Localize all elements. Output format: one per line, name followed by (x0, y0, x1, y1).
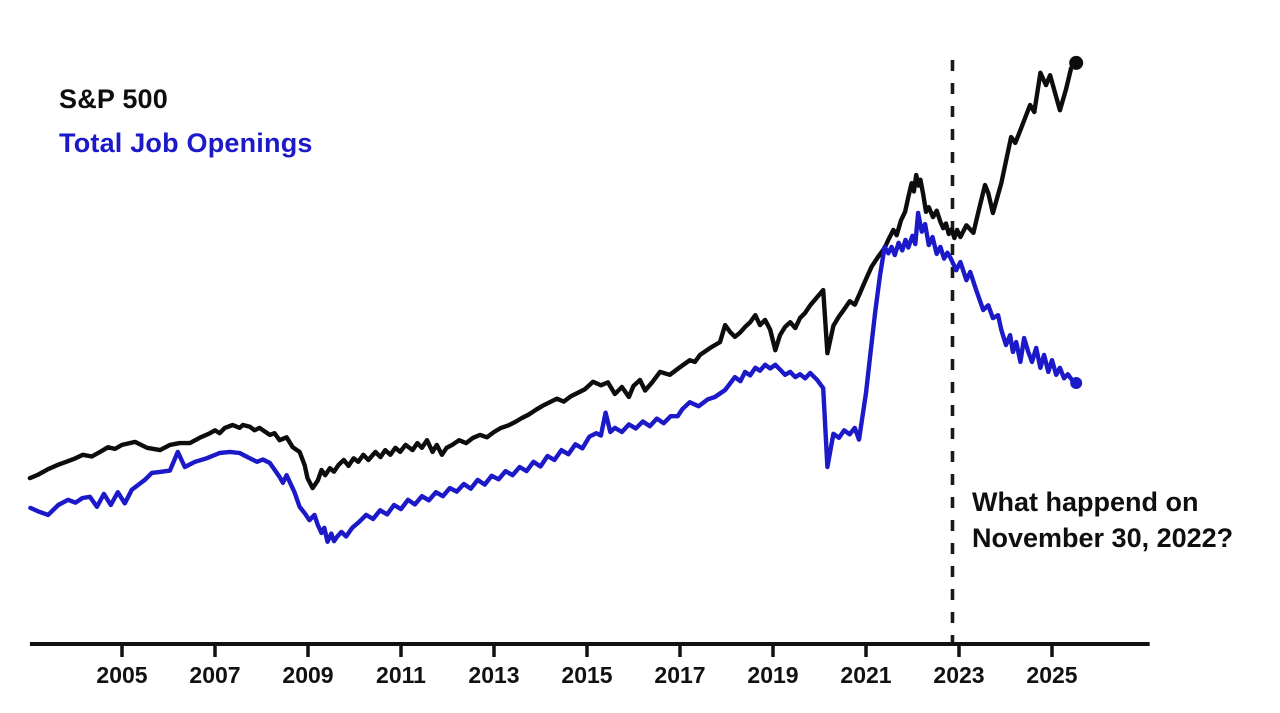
annotation-line-2: November 30, 2022? (972, 523, 1234, 553)
x-tick-label: 2019 (747, 662, 798, 688)
annotation-question: What happend on November 30, 2022? (972, 484, 1262, 556)
x-tick-label: 2013 (468, 662, 519, 688)
annotation-line-1: What happend on (972, 487, 1199, 517)
x-tick-label: 2007 (189, 662, 240, 688)
sp500-line-end-dot (1069, 55, 1084, 70)
x-tick-label: 2015 (561, 662, 612, 688)
job-openings-line (28, 210, 1079, 544)
sp500-line (27, 60, 1079, 491)
legend-sp500-label: S&P 500 (59, 84, 168, 114)
legend-job-openings-label: Total Job Openings (59, 128, 313, 158)
x-tick-label: 2017 (654, 662, 705, 688)
x-tick-label: 2011 (376, 662, 426, 688)
x-tick-label: 2025 (1026, 662, 1077, 688)
x-tick-label: 2005 (96, 662, 147, 688)
x-tick-label: 2023 (933, 662, 984, 688)
job-openings-line-end-dot (1070, 376, 1083, 389)
x-tick-label: 2009 (282, 662, 333, 688)
x-tick-label: 2021 (840, 662, 891, 688)
